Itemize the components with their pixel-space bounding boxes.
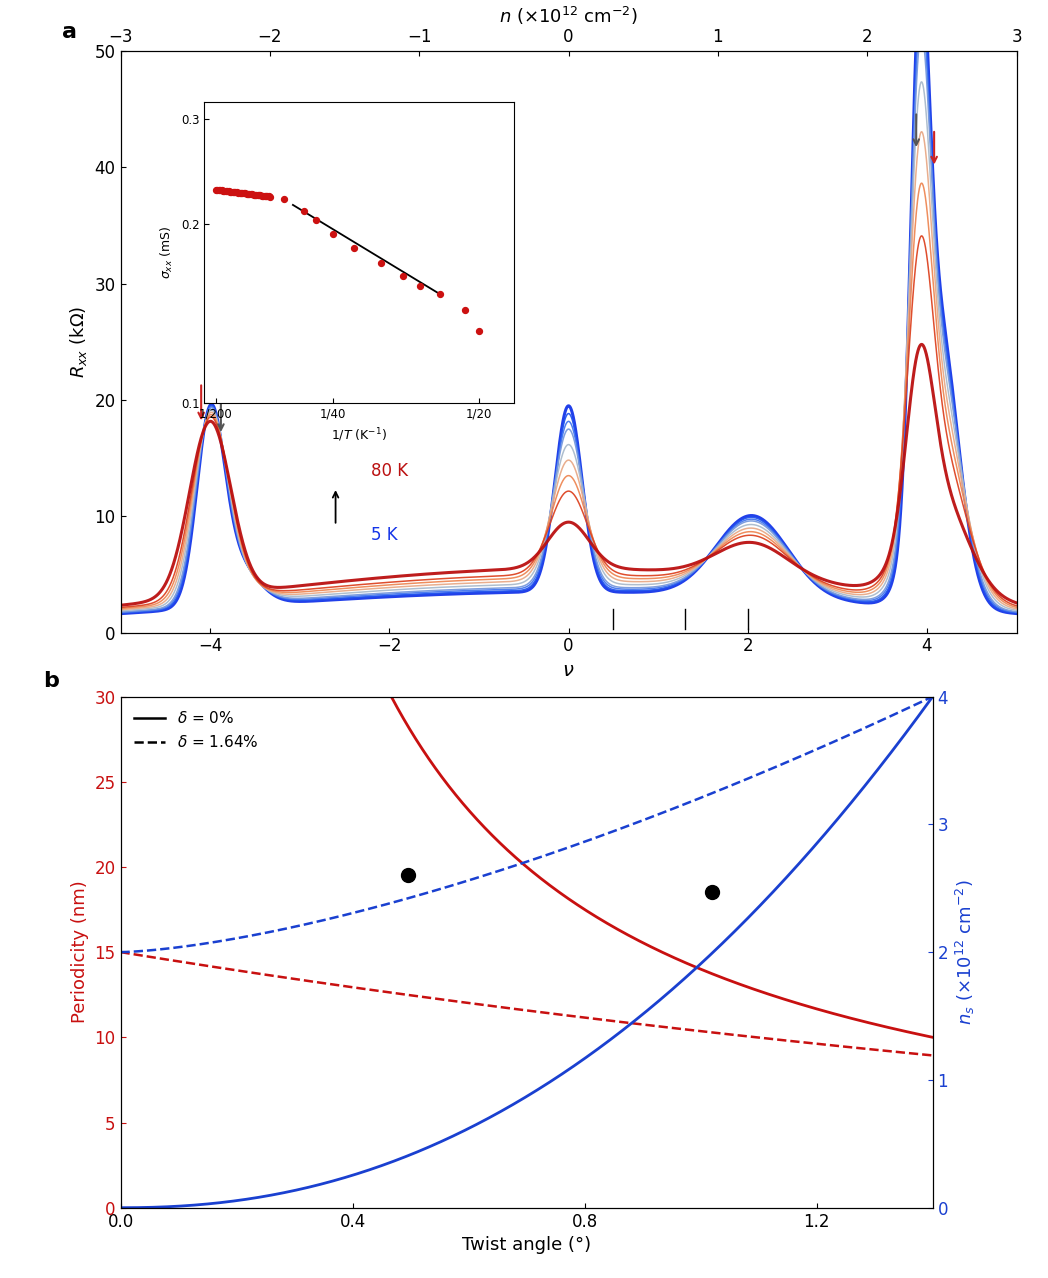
Text: b: b [43,671,60,691]
X-axis label: Twist angle (°): Twist angle (°) [462,1236,591,1254]
Point [276,189,292,210]
Point [255,185,271,206]
Y-axis label: Periodicity (nm): Periodicity (nm) [71,881,89,1024]
Point [704,882,721,902]
Point [394,266,411,286]
Point [241,184,258,204]
Point [250,185,267,206]
Point [345,238,362,258]
Point [240,184,257,204]
Point [208,179,224,199]
Point [211,180,227,201]
Point [373,252,390,272]
Point [228,183,245,203]
Point [215,180,232,201]
Text: a: a [62,22,78,42]
Point [238,184,255,204]
Legend: $\delta$ = 0%, $\delta$ = 1.64%: $\delta$ = 0%, $\delta$ = 1.64% [128,704,265,757]
Point [248,184,265,204]
Point [234,183,250,203]
X-axis label: $\nu$: $\nu$ [563,661,574,680]
Point [259,187,276,207]
Point [257,185,274,206]
Point [324,224,341,244]
Point [296,201,312,221]
Point [245,184,262,204]
Point [232,183,248,203]
Point [432,284,449,304]
Point [213,180,230,201]
Point [412,276,429,296]
Point [236,183,253,203]
Text: 80 K: 80 K [371,461,409,479]
Point [399,865,416,886]
Y-axis label: $n_s$ ($\times$10$^{12}$ cm$^{-2}$): $n_s$ ($\times$10$^{12}$ cm$^{-2}$) [954,879,977,1025]
Point [244,184,261,204]
Point [220,181,237,202]
Point [224,181,241,202]
Point [260,187,277,207]
Point [212,180,228,201]
Point [237,183,254,203]
Point [223,181,240,202]
Point [209,180,225,201]
Text: 5 K: 5 K [371,525,398,543]
Point [221,181,238,202]
Point [233,183,249,203]
Point [219,181,236,202]
Point [242,184,259,204]
Point [249,185,266,206]
Point [254,185,270,206]
Point [471,321,487,341]
Point [216,180,233,201]
Point [262,187,279,207]
Point [230,183,246,203]
Y-axis label: $\sigma_{xx}$ (mS): $\sigma_{xx}$ (mS) [159,226,175,279]
Point [246,184,263,204]
Y-axis label: $R_{xx}$ (k$\Omega$): $R_{xx}$ (k$\Omega$) [68,305,89,378]
X-axis label: $n$ ($\times$10$^{12}$ cm$^{-2}$): $n$ ($\times$10$^{12}$ cm$^{-2}$) [499,5,638,27]
X-axis label: $1/T$ (K$^{-1}$): $1/T$ (K$^{-1}$) [331,426,387,443]
Point [456,300,473,321]
Point [225,181,242,202]
Point [217,180,234,201]
Point [227,181,244,202]
Point [308,210,325,230]
Point [253,185,269,206]
Point [258,185,275,206]
